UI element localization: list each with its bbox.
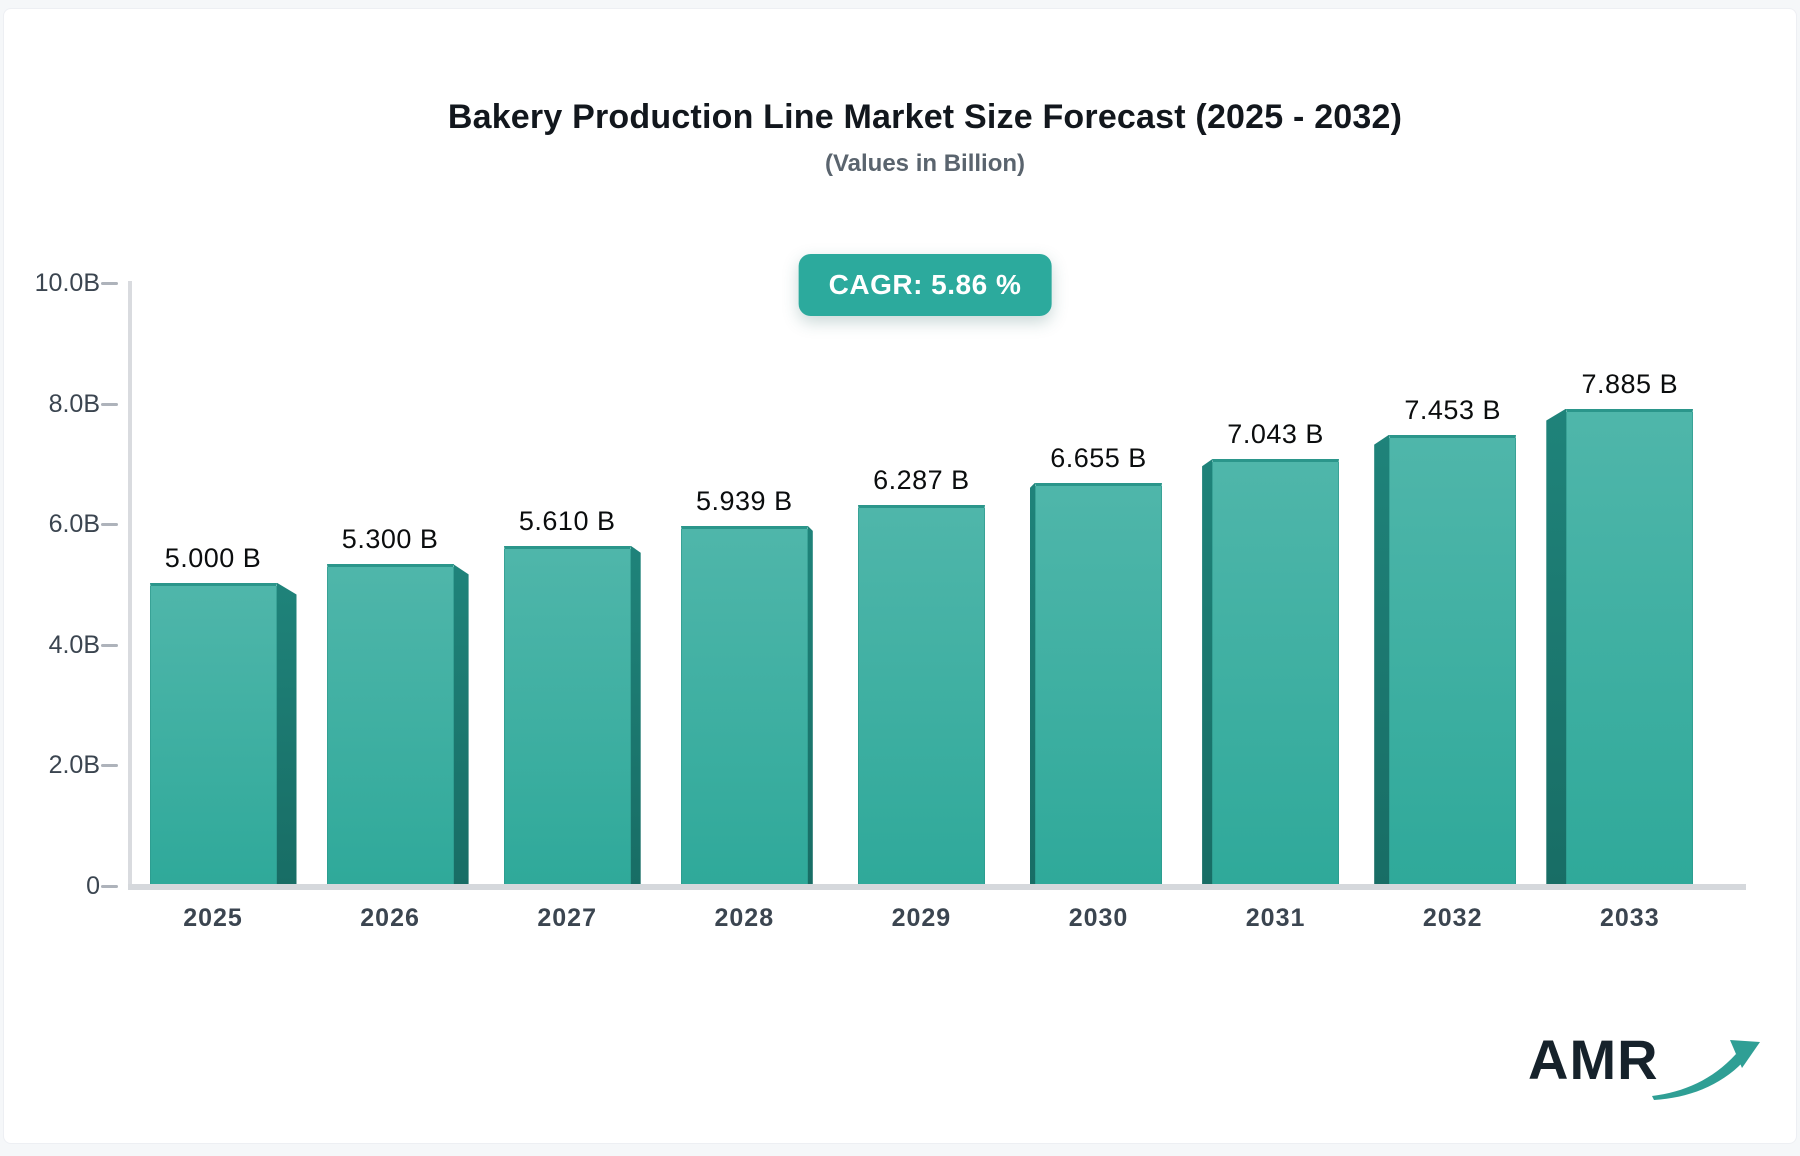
bar-2031-front (1212, 459, 1340, 884)
amr-logo: AMR (1528, 1032, 1778, 1122)
y-axis-tick-label: 0 (86, 872, 100, 900)
y-axis-tick-dash (101, 885, 118, 888)
bar-value-label: 5.000 B (164, 542, 262, 573)
x-axis-label: 2026 (360, 904, 420, 932)
y-axis-tick-dash (101, 764, 118, 768)
x-axis-label: 2029 (891, 904, 952, 932)
bar-2028-side (807, 525, 813, 884)
x-axis-label: 2030 (1068, 904, 1129, 932)
y-axis-tick-dash (101, 643, 118, 647)
bar-2028-front (680, 525, 808, 884)
chart-subtitle: (Values in Billion) (824, 150, 1026, 177)
chart-title: Bakery Production Line Market Size Forec… (447, 98, 1403, 136)
bar-2027-front (503, 545, 631, 884)
bar-2025-side (276, 582, 297, 884)
x-axis-label: 2031 (1245, 904, 1306, 932)
y-axis-tick-dash (101, 402, 118, 406)
bar-2026-side (453, 564, 469, 884)
x-axis-label: 2033 (1599, 904, 1660, 932)
bar-value-label: 6.287 B (873, 464, 970, 495)
x-axis-baseline (128, 884, 1746, 890)
y-axis-tick-label: 6.0B (48, 510, 100, 539)
bar-value-label: 5.300 B (341, 524, 439, 555)
bar-value-label: 5.610 B (518, 505, 616, 536)
y-axis-tick-label: 8.0B (48, 389, 100, 418)
y-axis-line (128, 281, 132, 890)
y-axis-tick-dash (101, 282, 118, 285)
y-axis-tick-label: 10.0B (34, 269, 100, 297)
bar-2032-front (1389, 434, 1517, 884)
x-axis-label: 2032 (1422, 904, 1483, 932)
y-axis-tick-label: 4.0B (48, 630, 100, 659)
bar-2030-front (1035, 482, 1162, 884)
bar-2032-side (1374, 434, 1390, 884)
bar-2033-side (1546, 408, 1567, 884)
bar-2031-side (1202, 459, 1213, 884)
amr-logo-arrow-icon (1652, 1040, 1760, 1100)
x-axis-label: 2028 (714, 904, 775, 932)
bar-2029-front (857, 504, 985, 884)
bar-value-label: 6.655 B (1050, 442, 1147, 473)
y-axis-tick-dash (101, 523, 118, 527)
x-axis-label: 2025 (183, 904, 243, 932)
cagr-badge: CAGR: 5.86 % (798, 254, 1052, 316)
bar-2026-front (326, 564, 454, 884)
bar-2025-front (149, 582, 277, 884)
y-axis-tick-label: 2.0B (48, 751, 100, 780)
bar-2033-front (1566, 408, 1694, 884)
bar-value-label: 7.453 B (1404, 394, 1501, 425)
bar-value-label: 7.885 B (1581, 368, 1679, 399)
bar-2030-side (1030, 482, 1035, 884)
bar-2027-side (630, 545, 641, 884)
bar-value-label: 7.043 B (1227, 419, 1324, 450)
bar-value-label: 5.939 B (696, 485, 793, 516)
x-axis-label: 2027 (537, 904, 597, 932)
amr-logo-text: AMR (1528, 1028, 1659, 1091)
